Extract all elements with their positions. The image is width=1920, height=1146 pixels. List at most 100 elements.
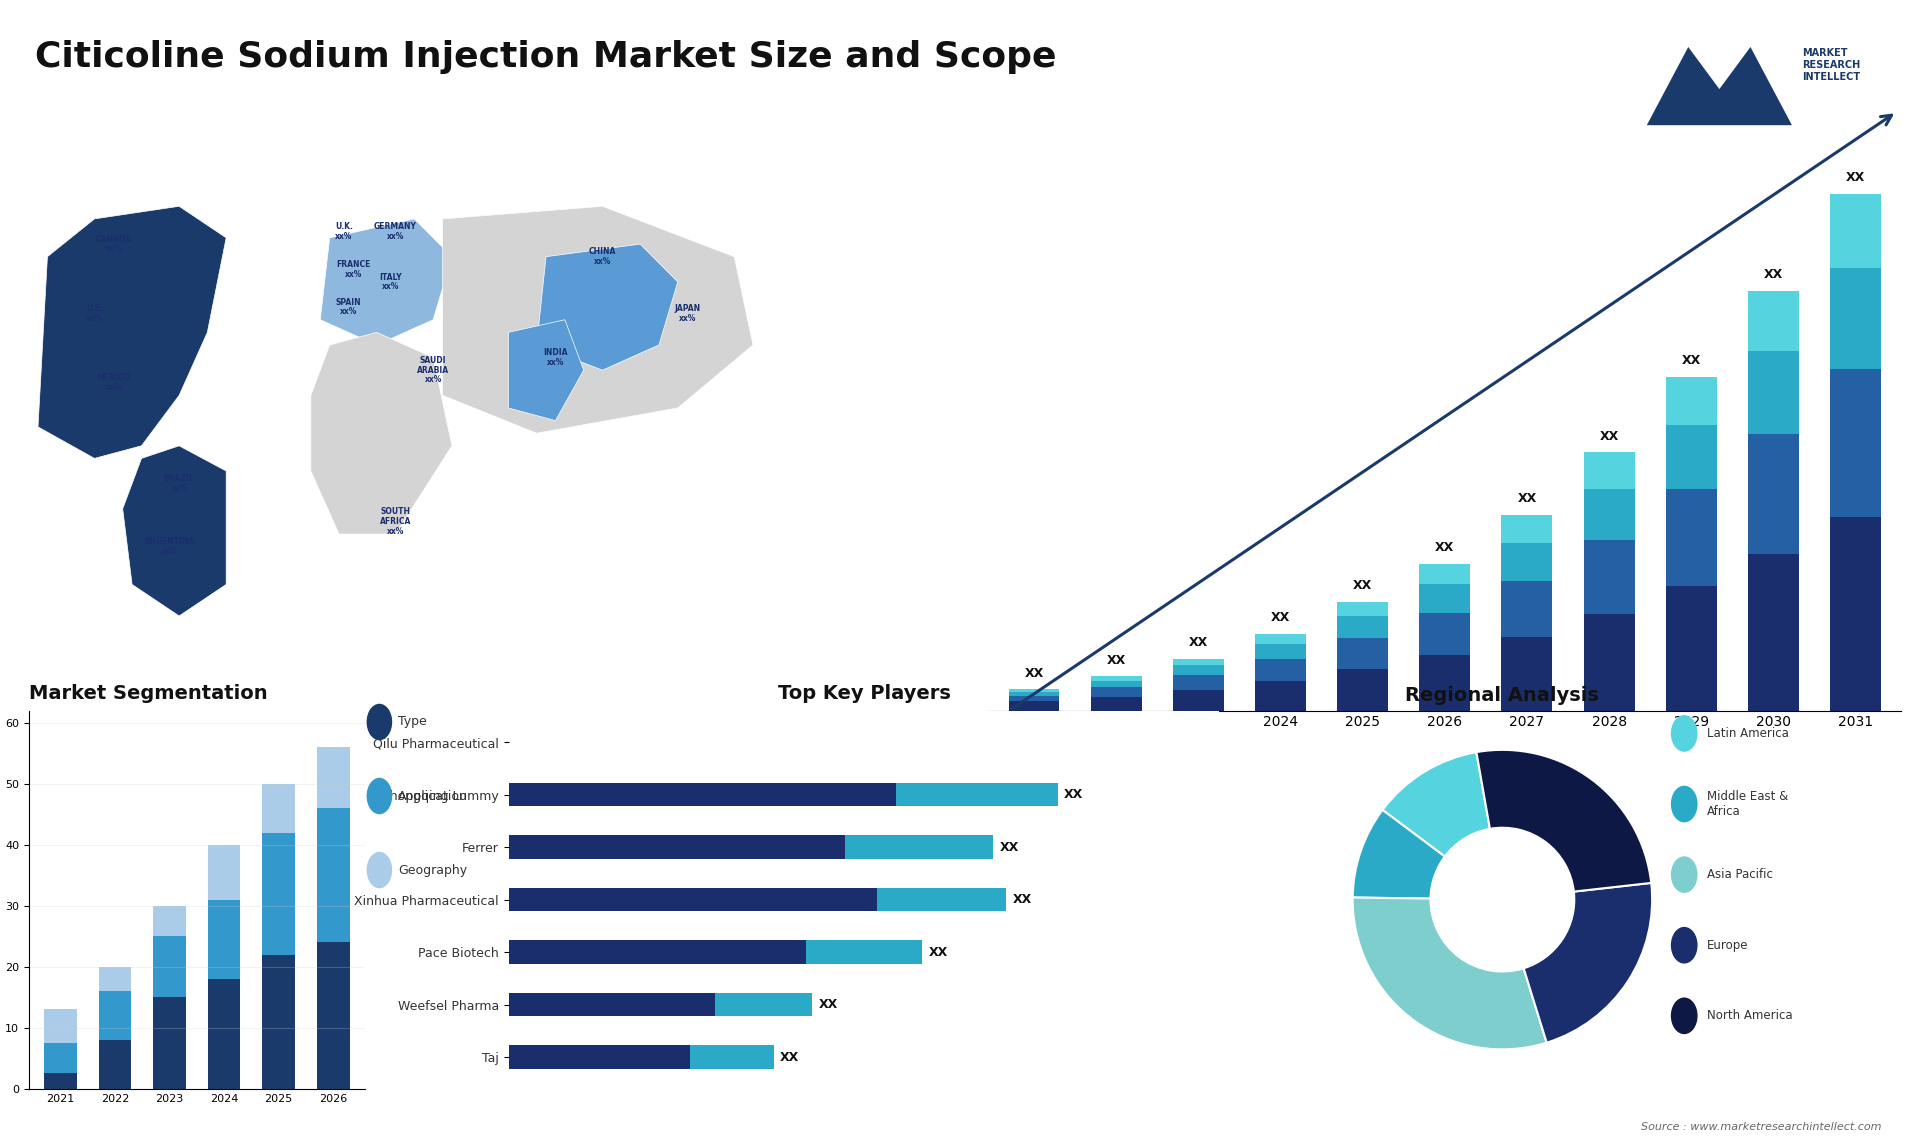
Text: Type: Type bbox=[397, 715, 426, 729]
Polygon shape bbox=[1647, 47, 1791, 125]
Polygon shape bbox=[321, 219, 451, 345]
Bar bbox=[44, 1043, 77, 1074]
Text: Middle East &
Africa: Middle East & Africa bbox=[1707, 790, 1789, 818]
Bar bbox=[1830, 517, 1882, 711]
Text: XX: XX bbox=[1354, 579, 1373, 592]
Text: XX: XX bbox=[1599, 430, 1619, 442]
Bar bbox=[44, 1010, 77, 1043]
Bar bbox=[1667, 424, 1716, 489]
Bar bbox=[1419, 584, 1471, 613]
Text: SOUTH
AFRICA
xx%: SOUTH AFRICA xx% bbox=[380, 508, 411, 535]
Bar bbox=[1419, 613, 1471, 656]
Text: ARGENTINA
xx%: ARGENTINA xx% bbox=[144, 537, 196, 556]
Bar bbox=[1091, 688, 1142, 697]
Bar bbox=[509, 888, 877, 911]
Text: XX: XX bbox=[929, 945, 948, 959]
Text: Europe: Europe bbox=[1707, 939, 1749, 951]
Circle shape bbox=[1672, 927, 1697, 963]
Text: MEXICO
xx%: MEXICO xx% bbox=[96, 374, 131, 392]
Text: XX: XX bbox=[1845, 172, 1864, 185]
Bar bbox=[716, 992, 812, 1017]
Bar bbox=[1747, 291, 1799, 351]
Bar bbox=[1830, 268, 1882, 369]
Bar bbox=[877, 888, 1006, 911]
Bar bbox=[317, 747, 349, 808]
Text: Latin America: Latin America bbox=[1707, 727, 1789, 740]
Wedge shape bbox=[1382, 752, 1490, 856]
Text: Market Segmentation: Market Segmentation bbox=[29, 684, 267, 704]
Bar bbox=[44, 1074, 77, 1089]
Text: XX: XX bbox=[1764, 268, 1784, 281]
Bar bbox=[1747, 351, 1799, 433]
Circle shape bbox=[367, 853, 392, 887]
Polygon shape bbox=[442, 206, 753, 433]
Circle shape bbox=[1672, 998, 1697, 1034]
Bar bbox=[1419, 656, 1471, 711]
Bar bbox=[1830, 369, 1882, 517]
Circle shape bbox=[1672, 716, 1697, 751]
Title: Regional Analysis: Regional Analysis bbox=[1405, 686, 1599, 705]
Bar bbox=[1173, 675, 1223, 690]
Text: North America: North America bbox=[1707, 1010, 1793, 1022]
Bar bbox=[1173, 666, 1223, 675]
Bar bbox=[1091, 676, 1142, 681]
Bar bbox=[154, 905, 186, 936]
Bar bbox=[689, 1045, 774, 1069]
Bar bbox=[1584, 489, 1634, 540]
Text: XX: XX bbox=[780, 1051, 799, 1063]
Bar bbox=[317, 808, 349, 942]
Text: FRANCE
xx%: FRANCE xx% bbox=[336, 260, 371, 278]
Bar bbox=[154, 997, 186, 1089]
Text: Geography: Geography bbox=[397, 864, 467, 877]
Bar bbox=[1667, 377, 1716, 424]
Bar bbox=[1667, 586, 1716, 711]
Bar bbox=[1336, 669, 1388, 711]
Bar bbox=[207, 900, 240, 979]
Bar bbox=[1336, 617, 1388, 637]
Bar bbox=[1256, 634, 1306, 644]
Bar bbox=[263, 832, 296, 955]
Text: JAPAN
xx%: JAPAN xx% bbox=[674, 304, 701, 323]
Bar bbox=[207, 979, 240, 1089]
Text: XX: XX bbox=[1271, 612, 1290, 625]
Polygon shape bbox=[311, 332, 451, 534]
Text: XX: XX bbox=[1517, 493, 1536, 505]
Text: GERMANY
xx%: GERMANY xx% bbox=[374, 222, 417, 241]
Wedge shape bbox=[1476, 749, 1651, 892]
Bar bbox=[509, 783, 897, 807]
Polygon shape bbox=[538, 244, 678, 370]
Bar bbox=[1667, 489, 1716, 586]
Text: CANADA
xx%: CANADA xx% bbox=[96, 235, 131, 253]
Bar bbox=[1008, 696, 1060, 701]
Text: XX: XX bbox=[1012, 893, 1031, 906]
Bar bbox=[98, 991, 131, 1039]
Polygon shape bbox=[38, 206, 227, 458]
Bar bbox=[1584, 613, 1634, 711]
Text: XX: XX bbox=[1682, 354, 1701, 367]
Bar bbox=[1419, 564, 1471, 584]
Text: XX: XX bbox=[1434, 541, 1455, 555]
Text: U.K.
xx%: U.K. xx% bbox=[334, 222, 353, 241]
Circle shape bbox=[367, 705, 392, 739]
Bar bbox=[1584, 540, 1634, 613]
Wedge shape bbox=[1524, 882, 1651, 1043]
Bar bbox=[509, 992, 716, 1017]
Bar bbox=[1747, 433, 1799, 554]
Text: XX: XX bbox=[1000, 840, 1020, 854]
Text: Citicoline Sodium Injection Market Size and Scope: Citicoline Sodium Injection Market Size … bbox=[35, 40, 1056, 74]
Title: Top Key Players: Top Key Players bbox=[778, 684, 950, 704]
Polygon shape bbox=[123, 446, 227, 617]
Bar bbox=[1584, 453, 1634, 489]
Bar bbox=[1256, 644, 1306, 659]
Bar bbox=[1501, 542, 1553, 581]
Bar bbox=[317, 942, 349, 1089]
Bar bbox=[1336, 637, 1388, 669]
Bar bbox=[806, 941, 922, 964]
Bar bbox=[1091, 681, 1142, 688]
Text: ITALY
xx%: ITALY xx% bbox=[380, 273, 401, 291]
Text: Asia Pacific: Asia Pacific bbox=[1707, 869, 1774, 881]
Wedge shape bbox=[1352, 897, 1548, 1050]
Bar bbox=[1830, 194, 1882, 268]
Bar bbox=[98, 967, 131, 991]
Text: XX: XX bbox=[1025, 667, 1044, 680]
